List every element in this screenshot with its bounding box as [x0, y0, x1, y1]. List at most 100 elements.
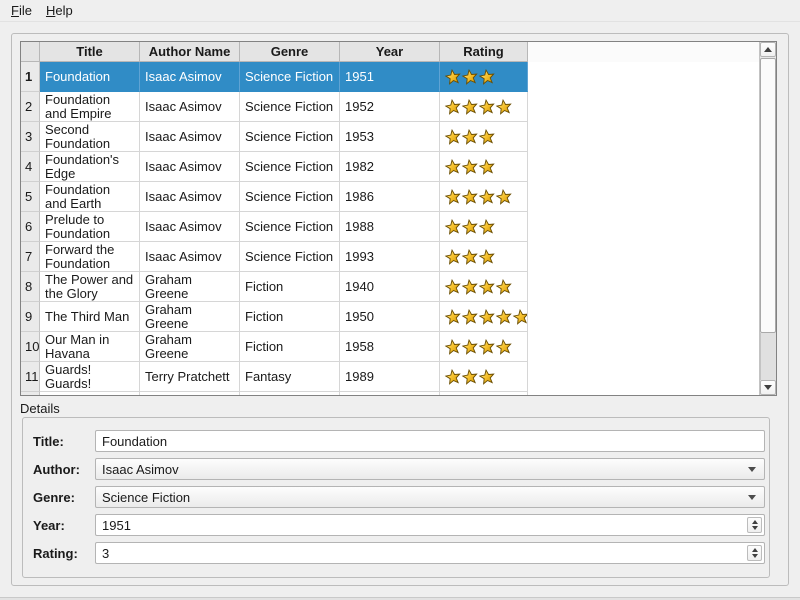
cell-year[interactable]: 1988 — [340, 212, 440, 242]
cell-empty[interactable] — [340, 392, 440, 395]
cell-genre[interactable]: Fiction — [240, 272, 340, 302]
column-header-rating[interactable]: Rating — [440, 42, 528, 62]
cell-rating[interactable] — [440, 92, 528, 122]
column-header-year[interactable]: Year — [340, 42, 440, 62]
row-header[interactable]: 8 — [21, 272, 40, 302]
cell-genre[interactable]: Science Fiction — [240, 152, 340, 182]
cell-rating[interactable] — [440, 212, 528, 242]
cell-genre[interactable]: Fantasy — [240, 362, 340, 392]
cell-author[interactable]: Isaac Asimov — [140, 242, 240, 272]
cell-genre[interactable]: Science Fiction — [240, 182, 340, 212]
cell-genre[interactable]: Science Fiction — [240, 92, 340, 122]
cell-author[interactable]: Graham Greene — [140, 272, 240, 302]
cell-author[interactable]: Isaac Asimov — [140, 152, 240, 182]
cell-title[interactable]: The Third Man — [40, 302, 140, 332]
row-header[interactable]: 4 — [21, 152, 40, 182]
year-input[interactable] — [96, 515, 744, 535]
cell-genre[interactable]: Science Fiction — [240, 62, 340, 92]
cell-author[interactable]: Isaac Asimov — [140, 62, 240, 92]
table-row[interactable]: 7 Forward the Foundation Isaac Asimov Scien… — [21, 242, 759, 272]
cell-empty[interactable] — [440, 392, 528, 395]
cell-title[interactable]: Prelude to Foundation — [40, 212, 140, 242]
rating-spinbox[interactable] — [95, 542, 765, 564]
cell-author[interactable]: Isaac Asimov — [140, 122, 240, 152]
cell-author[interactable]: Graham Greene — [140, 332, 240, 362]
cell-title[interactable]: Our Man in Havana — [40, 332, 140, 362]
author-combobox[interactable]: Isaac Asimov — [95, 458, 765, 480]
cell-author[interactable]: Terry Pratchett — [140, 362, 240, 392]
cell-rating[interactable] — [440, 62, 528, 92]
table-corner-button[interactable] — [21, 42, 40, 62]
column-header-title[interactable]: Title — [40, 42, 140, 62]
cell-year[interactable]: 1952 — [340, 92, 440, 122]
cell-title[interactable]: Foundation — [40, 62, 140, 92]
scrollbar-handle[interactable] — [760, 58, 776, 333]
table-row[interactable]: 8 The Power and the Glory Graham Greene Fic… — [21, 272, 759, 302]
genre-combobox[interactable]: Science Fiction — [95, 486, 765, 508]
cell-rating[interactable] — [440, 242, 528, 272]
cell-year[interactable]: 1950 — [340, 302, 440, 332]
cell-year[interactable]: 1953 — [340, 122, 440, 152]
table-row[interactable]: 5 Foundation and Earth Isaac Asimov Science… — [21, 182, 759, 212]
table-row[interactable]: 2 Foundation and Empire Isaac Asimov Scienc… — [21, 92, 759, 122]
cell-title[interactable]: Guards! Guards! — [40, 362, 140, 392]
cell-author[interactable]: Isaac Asimov — [140, 92, 240, 122]
cell-genre[interactable]: Science Fiction — [240, 242, 340, 272]
row-header[interactable]: 11 — [21, 362, 40, 392]
cell-author[interactable]: Isaac Asimov — [140, 212, 240, 242]
cell-year[interactable]: 1982 — [340, 152, 440, 182]
scroll-down-button[interactable] — [760, 380, 776, 395]
table-row[interactable]: 1 Foundation Isaac Asimov Science Fiction 19… — [21, 62, 759, 92]
column-header-author-name[interactable]: Author Name — [140, 42, 240, 62]
scrollbar-groove[interactable] — [760, 333, 776, 380]
cell-rating[interactable] — [440, 362, 528, 392]
cell-rating[interactable] — [440, 152, 528, 182]
cell-title[interactable]: Forward the Foundation — [40, 242, 140, 272]
year-spin-buttons[interactable] — [747, 517, 762, 533]
cell-title[interactable]: Foundation's Edge — [40, 152, 140, 182]
row-header[interactable]: 5 — [21, 182, 40, 212]
row-header[interactable]: 2 — [21, 92, 40, 122]
table-row[interactable]: 11 Guards! Guards! Terry Pratchett Fantasy 1… — [21, 362, 759, 392]
column-header-genre[interactable]: Genre — [240, 42, 340, 62]
cell-author[interactable]: Graham Greene — [140, 302, 240, 332]
cell-year[interactable]: 1940 — [340, 272, 440, 302]
cell-title[interactable]: Foundation and Earth — [40, 182, 140, 212]
cell-author[interactable]: Isaac Asimov — [140, 182, 240, 212]
cell-year[interactable]: 1986 — [340, 182, 440, 212]
cell-genre[interactable]: Fiction — [240, 302, 340, 332]
menu-item-help[interactable]: Help — [45, 3, 73, 18]
table-row[interactable]: 6 Prelude to Foundation Isaac Asimov Scienc… — [21, 212, 759, 242]
table-row[interactable]: 10 Our Man in Havana Graham Greene Fiction 1… — [21, 332, 759, 362]
cell-year[interactable]: 1993 — [340, 242, 440, 272]
cell-empty[interactable] — [240, 392, 340, 395]
cell-rating[interactable] — [440, 182, 528, 212]
table-row[interactable] — [21, 392, 759, 395]
table-row[interactable]: 9 The Third Man Graham Greene Fiction 1950 — [21, 302, 759, 332]
row-header[interactable]: 1 — [21, 62, 40, 92]
cell-genre[interactable]: Science Fiction — [240, 122, 340, 152]
cell-rating[interactable] — [440, 302, 528, 332]
cell-year[interactable]: 1951 — [340, 62, 440, 92]
cell-year[interactable]: 1989 — [340, 362, 440, 392]
vertical-scrollbar[interactable] — [759, 42, 776, 395]
table-row[interactable]: 4 Foundation's Edge Isaac Asimov Science Fi… — [21, 152, 759, 182]
cell-genre[interactable]: Science Fiction — [240, 212, 340, 242]
title-input[interactable] — [95, 430, 765, 452]
cell-empty[interactable] — [40, 392, 140, 395]
cell-empty[interactable] — [140, 392, 240, 395]
row-header[interactable]: 10 — [21, 332, 40, 362]
cell-rating[interactable] — [440, 122, 528, 152]
cell-rating[interactable] — [440, 272, 528, 302]
cell-year[interactable]: 1958 — [340, 332, 440, 362]
row-header[interactable]: 7 — [21, 242, 40, 272]
table-row[interactable]: 3 Second Foundation Isaac Asimov Science Fi… — [21, 122, 759, 152]
row-header[interactable]: 6 — [21, 212, 40, 242]
cell-title[interactable]: Foundation and Empire — [40, 92, 140, 122]
rating-spin-buttons[interactable] — [747, 545, 762, 561]
cell-title[interactable]: Second Foundation — [40, 122, 140, 152]
cell-genre[interactable]: Fiction — [240, 332, 340, 362]
title-input[interactable] — [96, 431, 764, 451]
row-header[interactable]: 9 — [21, 302, 40, 332]
year-spinbox[interactable] — [95, 514, 765, 536]
